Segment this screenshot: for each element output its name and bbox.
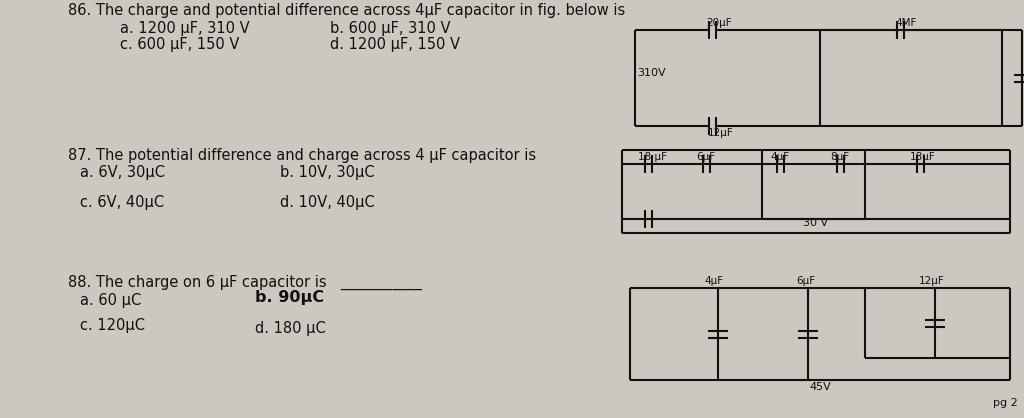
Text: 88. The charge on 6 μF capacitor is: 88. The charge on 6 μF capacitor is: [68, 275, 327, 290]
Text: 20μF: 20μF: [706, 18, 731, 28]
Text: 4μF: 4μF: [705, 276, 723, 286]
Text: 4MF: 4MF: [895, 18, 916, 28]
Text: b. 10V, 30μC: b. 10V, 30μC: [280, 165, 375, 180]
Text: a. 1200 μF, 310 V: a. 1200 μF, 310 V: [120, 21, 250, 36]
Text: 86. The charge and potential difference across 4μF capacitor in fig. below is: 86. The charge and potential difference …: [68, 3, 626, 18]
Text: 30 V: 30 V: [804, 218, 828, 228]
Text: 18μF: 18μF: [910, 152, 936, 162]
Text: a. 60 μC: a. 60 μC: [80, 293, 141, 308]
Text: b. 90μC: b. 90μC: [255, 290, 325, 305]
Text: 6μF: 6μF: [696, 152, 715, 162]
Text: 12μF: 12μF: [919, 276, 945, 286]
Text: 310V: 310V: [637, 68, 666, 78]
Text: 6μF: 6μF: [796, 276, 815, 286]
Text: 4μF: 4μF: [770, 152, 790, 162]
Text: d. 180 μC: d. 180 μC: [255, 321, 326, 336]
Text: c. 120μC: c. 120μC: [80, 318, 145, 333]
Text: 45V: 45V: [809, 382, 830, 392]
Text: 18 μF: 18 μF: [638, 152, 667, 162]
Text: pg 2: pg 2: [993, 398, 1018, 408]
Text: ___________: ___________: [68, 275, 422, 290]
Text: 12μF: 12μF: [708, 128, 734, 138]
Text: 8μF: 8μF: [830, 152, 849, 162]
Text: d. 1200 μF, 150 V: d. 1200 μF, 150 V: [330, 37, 460, 52]
Text: d. 10V, 40μC: d. 10V, 40μC: [280, 195, 375, 210]
Text: c. 6V, 40μC: c. 6V, 40μC: [80, 195, 164, 210]
Text: a. 6V, 30μC: a. 6V, 30μC: [80, 165, 165, 180]
Text: 87. The potential difference and charge across 4 μF capacitor is: 87. The potential difference and charge …: [68, 148, 537, 163]
Text: b. 600 μF, 310 V: b. 600 μF, 310 V: [330, 21, 451, 36]
Text: c. 600 μF, 150 V: c. 600 μF, 150 V: [120, 37, 240, 52]
